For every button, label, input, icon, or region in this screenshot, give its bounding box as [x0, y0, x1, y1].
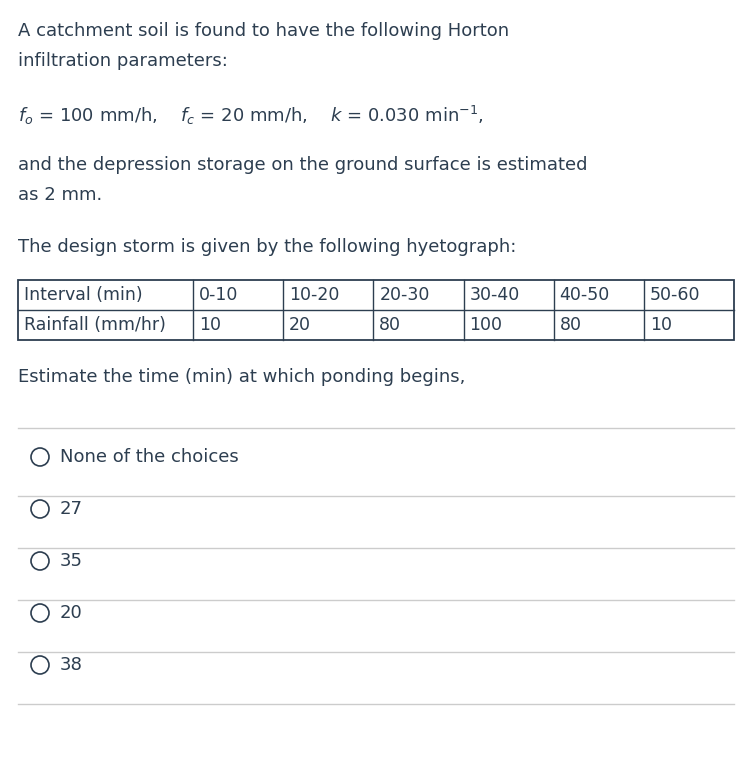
Text: 20: 20 [290, 316, 311, 334]
Text: Rainfall (mm/hr): Rainfall (mm/hr) [24, 316, 166, 334]
Text: 0-10: 0-10 [199, 286, 238, 304]
Text: 40-50: 40-50 [559, 286, 610, 304]
Text: 100: 100 [469, 316, 502, 334]
Text: 10: 10 [650, 316, 672, 334]
Text: $f_o$ = 100 mm/h,    $f_c$ = 20 mm/h,    $k$ = 0.030 min$^{-1}$,: $f_o$ = 100 mm/h, $f_c$ = 20 mm/h, $k$ =… [18, 104, 484, 127]
Text: The design storm is given by the following hyetograph:: The design storm is given by the followi… [18, 238, 517, 256]
Text: 38: 38 [60, 656, 83, 674]
Text: 30-40: 30-40 [469, 286, 520, 304]
Text: None of the choices: None of the choices [60, 448, 238, 466]
Text: and the depression storage on the ground surface is estimated: and the depression storage on the ground… [18, 156, 587, 174]
Text: 20-30: 20-30 [379, 286, 429, 304]
Text: 10-20: 10-20 [290, 286, 340, 304]
Text: 20: 20 [60, 604, 83, 622]
Text: 80: 80 [379, 316, 402, 334]
Bar [18, 280, 734, 340]
Text: 27: 27 [60, 500, 83, 518]
Text: 35: 35 [60, 552, 83, 570]
Text: 10: 10 [199, 316, 221, 334]
Text: Interval (min): Interval (min) [24, 286, 143, 304]
Text: infiltration parameters:: infiltration parameters: [18, 52, 228, 70]
Text: as 2 mm.: as 2 mm. [18, 186, 102, 204]
Text: 50-60: 50-60 [650, 286, 700, 304]
Text: A catchment soil is found to have the following Horton: A catchment soil is found to have the fo… [18, 22, 509, 40]
Text: Estimate the time (min) at which ponding begins,: Estimate the time (min) at which ponding… [18, 368, 465, 386]
Text: 80: 80 [559, 316, 581, 334]
